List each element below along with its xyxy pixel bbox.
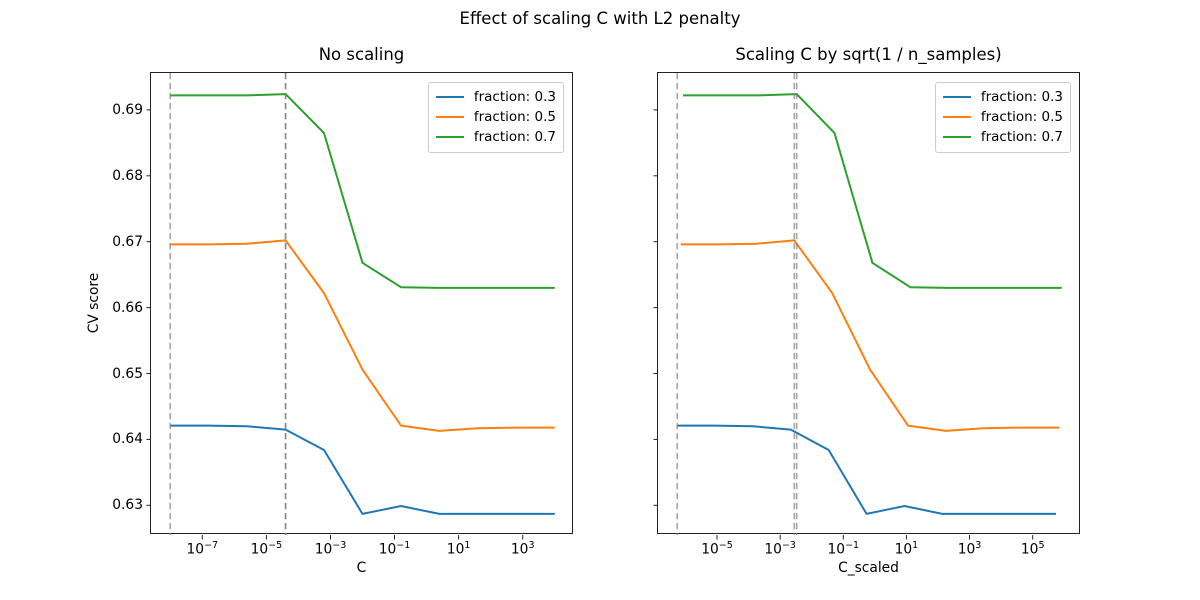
axes-title-scaled: Scaling C by sqrt(1 / n_samples) xyxy=(735,45,1002,64)
x-axis-label-c-scaled: C_scaled xyxy=(838,560,899,576)
legend-label: fraction: 0.7 xyxy=(980,129,1063,145)
x-axis-label-c: C xyxy=(356,560,367,576)
plot-area-no-scaling xyxy=(146,73,555,540)
y-tick-label: 0.63 xyxy=(112,497,143,514)
x-tick-label: 101 xyxy=(894,540,919,558)
legend: fraction: 0.3 fraction: 0.5 fraction: 0.7 xyxy=(427,82,564,153)
y-tick-label: 0.66 xyxy=(112,299,143,316)
axes-no-scaling: fraction: 0.3 fraction: 0.5 fraction: 0.7 … xyxy=(112,72,573,558)
legend-entry: fraction: 0.5 xyxy=(435,107,556,127)
series-line-0.7 xyxy=(170,93,555,289)
x-tick-label: 103 xyxy=(510,540,535,558)
x-tick-label: 10−3 xyxy=(764,540,796,558)
x-tick-label: 105 xyxy=(1020,540,1045,558)
y-tick-label: 0.65 xyxy=(112,365,143,382)
series-line-0.7 xyxy=(683,93,1062,289)
legend-line-sample xyxy=(435,116,464,118)
y-tick-label: 0.69 xyxy=(112,101,143,118)
legend-entry: fraction: 0.7 xyxy=(435,127,556,147)
series-line-0.3 xyxy=(170,424,555,515)
legend-entry: fraction: 0.7 xyxy=(942,127,1063,147)
axes-title-no-scaling: No scaling xyxy=(318,45,405,64)
figure-suptitle: Effect of scaling C with L2 penalty xyxy=(459,9,741,28)
x-tick-label: 10−5 xyxy=(250,540,283,558)
legend-entry: fraction: 0.5 xyxy=(942,107,1063,127)
y-tick-label: 0.67 xyxy=(112,233,143,250)
legend: fraction: 0.3 fraction: 0.5 fraction: 0.7 xyxy=(934,82,1071,153)
legend-line-sample xyxy=(942,136,971,138)
legend-line-sample xyxy=(435,136,464,138)
y-tick-label: 0.68 xyxy=(112,167,143,184)
axes-scaled: fraction: 0.3 fraction: 0.5 fraction: 0.7 … xyxy=(653,72,1080,558)
legend-label: fraction: 0.5 xyxy=(980,109,1063,125)
x-tick-label: 10−5 xyxy=(701,540,733,558)
legend-label: fraction: 0.3 xyxy=(473,89,556,105)
x-tick-label: 10−7 xyxy=(186,540,219,558)
x-tick-label: 101 xyxy=(446,540,471,558)
legend-entry: fraction: 0.3 xyxy=(942,87,1063,107)
x-tick-label: 103 xyxy=(957,540,982,558)
plot-area-scaled xyxy=(653,73,1062,540)
x-tick-label: 10−3 xyxy=(314,540,347,558)
y-axis-label: CV score xyxy=(86,272,102,334)
x-tick-label: 10−1 xyxy=(378,540,411,558)
legend-line-sample xyxy=(942,96,971,98)
series-line-0.3 xyxy=(677,424,1056,515)
series-line-0.5 xyxy=(170,239,555,432)
legend-label: fraction: 0.3 xyxy=(980,89,1063,105)
x-tick-label: 10−1 xyxy=(827,540,860,558)
series-line-0.5 xyxy=(680,239,1060,432)
legend-label: fraction: 0.7 xyxy=(473,129,556,145)
legend-line-sample xyxy=(435,96,464,98)
legend-label: fraction: 0.5 xyxy=(473,109,556,125)
legend-entry: fraction: 0.3 xyxy=(435,87,556,107)
legend-line-sample xyxy=(942,116,971,118)
y-tick-label: 0.64 xyxy=(112,431,143,448)
